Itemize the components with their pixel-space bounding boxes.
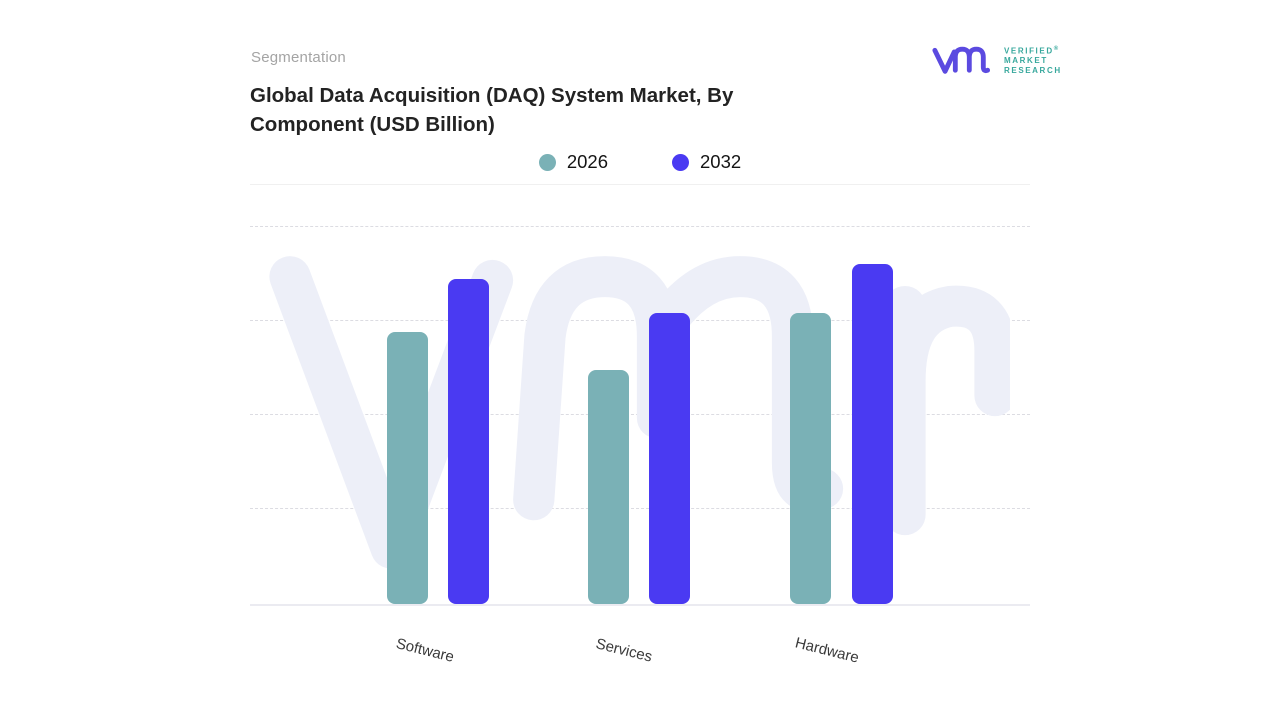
legend-dot-icon xyxy=(538,153,556,171)
x-axis-line xyxy=(250,604,1030,606)
legend-dot-icon xyxy=(672,153,689,171)
bar-services-2032[interactable] xyxy=(649,313,690,604)
legend-label: 2032 xyxy=(700,151,742,172)
legend-label: 2026 xyxy=(566,151,608,172)
logo-word-research: RESEARCH xyxy=(1004,65,1062,75)
gridline-2 xyxy=(250,320,1030,321)
header-divider xyxy=(250,184,1030,185)
category-label-hardware: Hardware xyxy=(793,634,861,667)
bar-software-2026[interactable] xyxy=(387,332,428,604)
chart-title-line1: Global Data Acquisition (DAQ) System Mar… xyxy=(250,84,734,107)
logo-word-market: MARKET xyxy=(1004,56,1048,66)
bar-services-2026[interactable] xyxy=(588,370,629,604)
eyebrow-label: Segmentation xyxy=(251,49,346,66)
category-label-services: Services xyxy=(594,635,654,666)
logo-word-verified: VERIFIED xyxy=(1004,46,1054,56)
legend-item-2026[interactable]: 2026 xyxy=(538,151,608,173)
bar-hardware-2032[interactable] xyxy=(852,264,893,604)
gridline-3 xyxy=(250,414,1030,415)
gridline-4 xyxy=(250,508,1030,509)
vmr-logo-text: VERIFIED® MARKET RESEARCH xyxy=(1004,45,1062,75)
vmr-logo: VERIFIED® MARKET RESEARCH xyxy=(930,38,1080,82)
bar-software-2032[interactable] xyxy=(448,279,489,604)
registered-trademark-icon: ® xyxy=(1053,45,1059,52)
bar-hardware-2026[interactable] xyxy=(790,313,831,604)
chart-title-line2: Component (USD Billion) xyxy=(250,113,495,136)
category-label-software: Software xyxy=(394,635,456,666)
chart-title: Global Data Acquisition (DAQ) System Mar… xyxy=(250,81,890,139)
vmr-watermark-icon xyxy=(269,256,1010,569)
plot-area xyxy=(250,226,1030,606)
legend-item-2032[interactable]: 2032 xyxy=(672,151,741,173)
legend: 2026 2032 xyxy=(250,149,1030,175)
category-axis: Software Services Hardware xyxy=(250,634,1030,680)
gridline-1 xyxy=(250,226,1030,227)
vmr-monogram-icon xyxy=(932,46,991,74)
